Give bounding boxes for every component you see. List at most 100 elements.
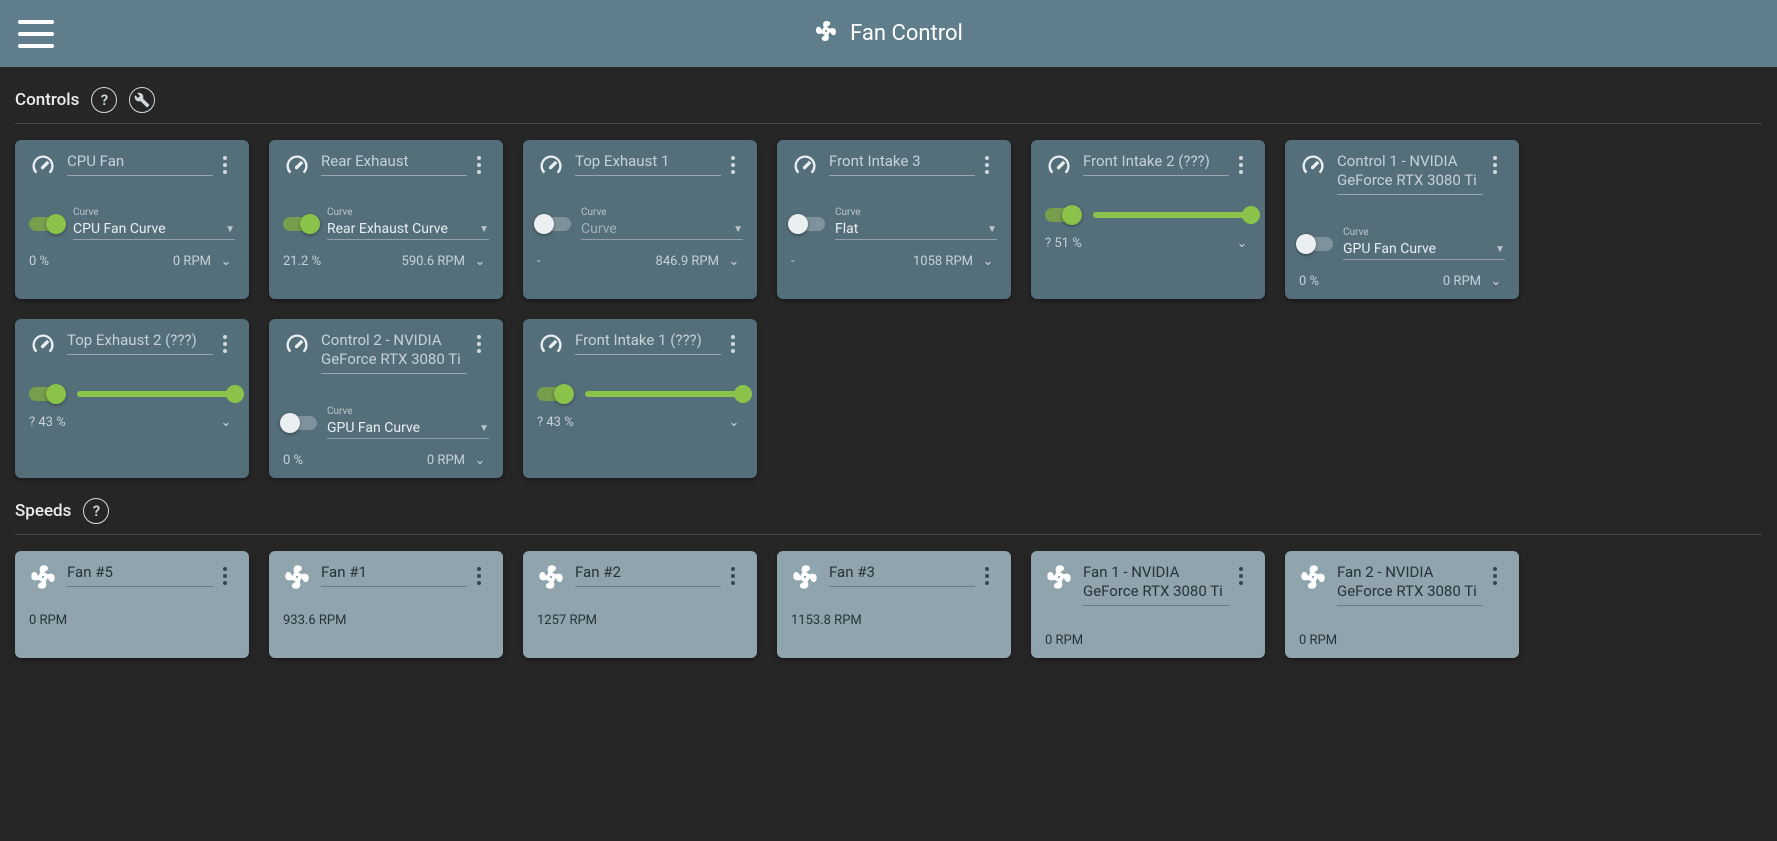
card-menu-button[interactable] (731, 152, 743, 174)
curve-value: Curve (581, 221, 617, 237)
card-menu-button[interactable] (223, 563, 235, 585)
fan-icon (1045, 563, 1073, 595)
control-card: Front Intake 2 (???)? 51 %⌄ (1031, 140, 1265, 299)
curve-select[interactable]: CurveCPU Fan Curve▼ (73, 208, 235, 240)
card-menu-button[interactable] (731, 563, 743, 585)
rpm-value: 590.6 RPM (402, 254, 465, 269)
controls-grid: CPU FanCurveCPU Fan Curve▼0 %0 RPM⌄Rear … (15, 140, 1762, 478)
rpm-value: 1058 RPM (913, 254, 973, 269)
fan-icon (1299, 563, 1327, 595)
card-menu-button[interactable] (477, 563, 489, 585)
speed-name[interactable]: Fan 2 - NVIDIA GeForce RTX 3080 Ti (1337, 563, 1483, 606)
rpm-value: 0 RPM (173, 254, 211, 269)
settings-button[interactable] (129, 87, 155, 113)
speed-name[interactable]: Fan #3 (829, 563, 975, 587)
speed-name[interactable]: Fan 1 - NVIDIA GeForce RTX 3080 Ti (1083, 563, 1229, 606)
control-card: CPU FanCurveCPU Fan Curve▼0 %0 RPM⌄ (15, 140, 249, 299)
card-menu-button[interactable] (1493, 563, 1505, 585)
control-footer: ? 43 %⌄ (537, 415, 743, 430)
percent-value: 21.2 % (283, 254, 321, 269)
expand-button[interactable]: ⌄ (979, 254, 997, 269)
rpm-value: 933.6 RPM (283, 613, 489, 628)
control-card: Top Exhaust 2 (???) ? 43 % ⌄ (15, 319, 249, 478)
control-name[interactable]: Front Intake 1 (???) (575, 331, 721, 355)
chevron-down-icon: ▼ (733, 224, 743, 237)
gauge-icon (1045, 152, 1073, 184)
control-name[interactable]: Control 2 - NVIDIA GeForce RTX 3080 Ti (321, 331, 467, 374)
speed-slider[interactable] (1093, 212, 1251, 218)
curve-select[interactable]: CurveRear Exhaust Curve▼ (327, 208, 489, 240)
speed-slider[interactable] (77, 391, 235, 397)
control-footer: ? 43 % ⌄ (29, 415, 235, 430)
control-card: Rear Exhaust CurveRear Exhaust Curve▼ 21.2… (269, 140, 503, 299)
speed-name[interactable]: Fan #5 (67, 563, 213, 587)
card-menu-button[interactable] (1239, 563, 1251, 585)
enable-toggle[interactable] (283, 217, 317, 231)
enable-toggle[interactable] (537, 387, 571, 401)
expand-button[interactable]: ⌄ (725, 415, 743, 430)
expand-button[interactable]: ⌄ (471, 453, 489, 468)
expand-button[interactable]: ⌄ (217, 254, 235, 269)
speed-slider[interactable] (585, 391, 743, 397)
fan-icon (29, 563, 57, 595)
card-menu-button[interactable] (223, 152, 235, 174)
enable-toggle[interactable] (29, 387, 63, 401)
percent-value: 0 % (1299, 274, 1319, 289)
expand-button[interactable]: ⌄ (217, 415, 235, 430)
expand-button[interactable]: ⌄ (1487, 274, 1505, 289)
card-menu-button[interactable] (731, 331, 743, 353)
control-name[interactable]: Front Intake 2 (???) (1083, 152, 1229, 176)
control-card: Front Intake 3 CurveFlat▼ - 1058 RPM ⌄ (777, 140, 1011, 299)
enable-toggle[interactable] (1045, 208, 1079, 222)
expand-button[interactable]: ⌄ (1233, 236, 1251, 251)
card-menu-button[interactable] (223, 331, 235, 353)
enable-toggle[interactable] (791, 217, 825, 231)
speed-name[interactable]: Fan #2 (575, 563, 721, 587)
chevron-down-icon: ▼ (225, 224, 235, 237)
curve-field-label: Curve (73, 208, 225, 218)
speed-card: Fan #1 933.6 RPM (269, 551, 503, 658)
card-menu-button[interactable] (477, 152, 489, 174)
control-name[interactable]: Top Exhaust 2 (???) (67, 331, 213, 355)
curve-select[interactable]: CurveFlat▼ (835, 208, 997, 240)
control-name[interactable]: Rear Exhaust (321, 152, 467, 176)
control-name[interactable]: Front Intake 3 (829, 152, 975, 176)
curve-value: GPU Fan Curve (1343, 241, 1436, 257)
control-name[interactable]: Top Exhaust 1 (575, 152, 721, 176)
card-menu-button[interactable] (985, 563, 997, 585)
card-menu-button[interactable] (985, 152, 997, 174)
rpm-value: 0 RPM (427, 453, 465, 468)
card-menu-button[interactable] (477, 331, 489, 353)
card-menu-button[interactable] (1493, 152, 1505, 174)
control-name[interactable]: CPU Fan (67, 152, 213, 176)
percent-value: ? 43 % (29, 415, 66, 430)
control-footer: 0 %0 RPM⌄ (1299, 274, 1505, 289)
enable-toggle[interactable] (537, 217, 571, 231)
expand-button[interactable]: ⌄ (471, 254, 489, 269)
curve-field-label: Curve (835, 208, 987, 218)
fan-icon (283, 563, 311, 595)
card-menu-button[interactable] (1239, 152, 1251, 174)
control-name[interactable]: Control 1 - NVIDIA GeForce RTX 3080 Ti (1337, 152, 1483, 195)
curve-select[interactable]: CurveGPU Fan Curve▼ (327, 407, 489, 439)
app-bar: Fan Control (0, 0, 1777, 67)
chevron-down-icon: ▼ (987, 224, 997, 237)
gauge-icon (29, 331, 57, 363)
help-button[interactable]: ? (91, 87, 117, 113)
expand-button[interactable]: ⌄ (725, 254, 743, 269)
control-card: Front Intake 1 (???) ? 43 %⌄ (523, 319, 757, 478)
curve-field-label: Curve (581, 208, 733, 218)
enable-toggle[interactable] (283, 416, 317, 430)
help-button[interactable]: ? (83, 498, 109, 524)
percent-value: - (791, 254, 795, 269)
control-footer: - 1058 RPM ⌄ (791, 254, 997, 269)
menu-button[interactable] (18, 20, 54, 48)
rpm-value: 1153.8 RPM (791, 613, 997, 628)
control-card: Control 2 - NVIDIA GeForce RTX 3080 Ti Cu… (269, 319, 503, 478)
curve-select[interactable]: CurveCurve▼ (581, 208, 743, 240)
gauge-icon (29, 152, 57, 184)
speed-name[interactable]: Fan #1 (321, 563, 467, 587)
enable-toggle[interactable] (1299, 237, 1333, 251)
curve-select[interactable]: CurveGPU Fan Curve▼ (1343, 228, 1505, 260)
enable-toggle[interactable] (29, 217, 63, 231)
